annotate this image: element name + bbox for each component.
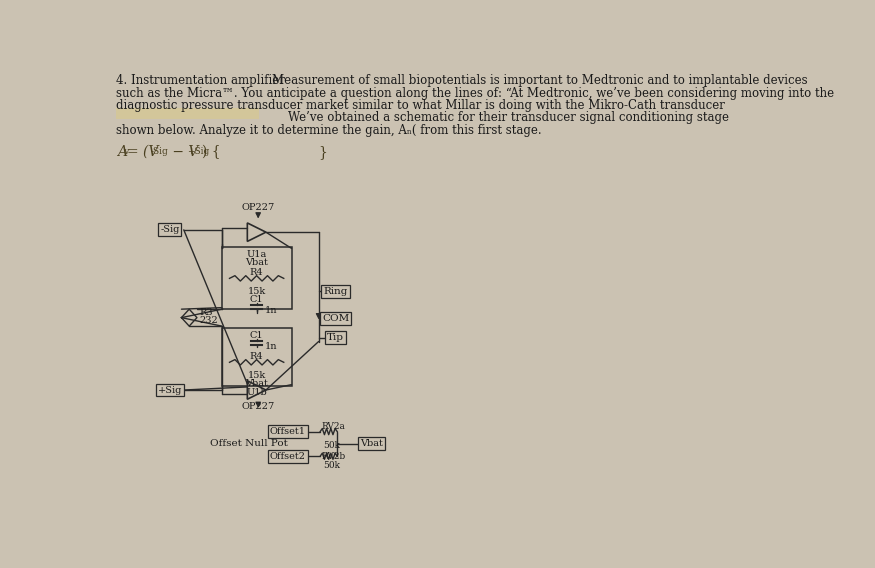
Text: Vbat: Vbat [360, 440, 382, 448]
Text: such as the Micra™. You anticipate a question along the lines of: “At Medtronic,: such as the Micra™. You anticipate a que… [116, 87, 834, 99]
Text: Offset Null Pot: Offset Null Pot [210, 440, 288, 448]
Text: }: } [318, 145, 327, 159]
Text: 50k: 50k [323, 461, 340, 470]
Text: Offset1: Offset1 [270, 427, 305, 436]
Text: C1: C1 [250, 332, 263, 340]
Text: 15k: 15k [248, 287, 266, 296]
Text: C1: C1 [250, 295, 263, 304]
Text: − V: − V [167, 145, 198, 159]
Text: U1b: U1b [246, 388, 267, 396]
Text: OP227: OP227 [242, 203, 275, 212]
Text: A: A [117, 145, 127, 159]
Text: R4: R4 [250, 352, 263, 361]
Bar [221, 247, 291, 309]
Text: shown below. Analyze it to determine the gain, Aₙ( from this first stage.: shown below. Analyze it to determine the… [116, 124, 542, 136]
Text: R3: R3 [200, 308, 213, 316]
Text: +Sig: +Sig [158, 386, 182, 395]
Text: Vbat: Vbat [245, 379, 268, 389]
Text: Ring: Ring [324, 287, 348, 296]
Text: OP227: OP227 [242, 402, 275, 411]
Text: 1n: 1n [264, 343, 276, 352]
Text: Vbat: Vbat [245, 258, 268, 268]
Text: Measurement of small biopotentials is important to Medtronic and to implantable : Measurement of small biopotentials is im… [272, 74, 808, 87]
Bar [221, 328, 291, 386]
Text: U1a: U1a [247, 250, 267, 259]
Text: Tip: Tip [327, 333, 344, 342]
Text: -Sig: -Sig [150, 148, 168, 156]
FancyBboxPatch shape [116, 108, 259, 119]
Text: -Sig: -Sig [160, 225, 179, 235]
Text: diagnostic pressure transducer market similar to what Millar is doing with the M: diagnostic pressure transducer market si… [116, 99, 724, 112]
Text: ) {: ) { [202, 145, 221, 160]
Text: We’ve obtained a schematic for their transducer signal conditioning stage: We’ve obtained a schematic for their tra… [288, 111, 729, 124]
Text: 50k: 50k [323, 441, 340, 450]
Text: +Sig: +Sig [187, 148, 209, 156]
Text: COM: COM [322, 314, 349, 323]
Text: 232: 232 [200, 316, 218, 325]
Text: v: v [123, 148, 129, 156]
Text: 4. Instrumentation amplifier: 4. Instrumentation amplifier [116, 74, 284, 87]
Text: = (V: = (V [127, 145, 158, 159]
Text: 15k: 15k [248, 371, 266, 380]
Text: R4: R4 [250, 268, 263, 277]
Text: RV2b: RV2b [322, 452, 346, 461]
Text: 1n: 1n [264, 306, 276, 315]
Text: Offset2: Offset2 [270, 452, 305, 461]
Text: RV2a: RV2a [322, 423, 346, 431]
